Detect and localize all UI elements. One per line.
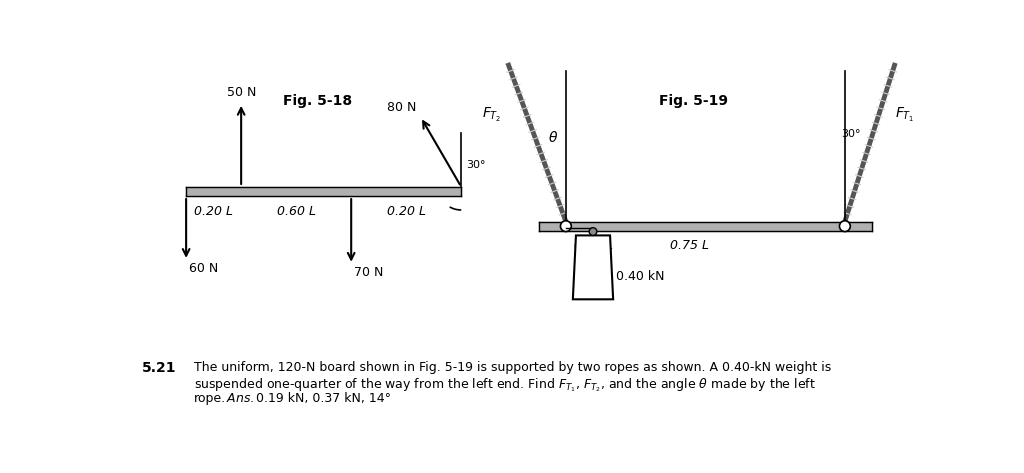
Text: rope.: rope. — [194, 392, 226, 405]
Circle shape — [560, 221, 571, 232]
Text: 0.19 kN, 0.37 kN, 14°: 0.19 kN, 0.37 kN, 14° — [256, 392, 391, 405]
Text: 0.20 L: 0.20 L — [195, 205, 233, 219]
Text: The uniform, 120-N board shown in Fig. 5-19 is supported by two ropes as shown. : The uniform, 120-N board shown in Fig. 5… — [194, 361, 831, 374]
Text: suspended one-quarter of the way from the left end. Find $F_{T_1}$, $F_{T_2}$, a: suspended one-quarter of the way from th… — [194, 377, 816, 394]
Circle shape — [840, 221, 850, 232]
Text: 0.60 L: 0.60 L — [276, 205, 315, 219]
Text: 30°: 30° — [466, 160, 485, 170]
Text: 5.21: 5.21 — [142, 361, 176, 375]
Text: 50 N: 50 N — [227, 86, 257, 99]
Circle shape — [589, 228, 597, 236]
Text: 30°: 30° — [841, 129, 860, 139]
Text: $F_{T_2}$: $F_{T_2}$ — [482, 105, 502, 123]
Bar — [539, 221, 872, 231]
Text: $\mathit{Ans.}$: $\mathit{Ans.}$ — [226, 392, 255, 405]
Text: 60 N: 60 N — [189, 263, 218, 275]
Polygon shape — [572, 236, 613, 299]
Text: 0.75 L: 0.75 L — [671, 239, 710, 252]
Text: $F_{T_1}$: $F_{T_1}$ — [895, 105, 914, 123]
Text: 70 N: 70 N — [354, 266, 384, 279]
Text: 0.40 kN: 0.40 kN — [616, 270, 665, 283]
Text: 0.20 L: 0.20 L — [387, 205, 426, 219]
Text: Fig. 5-18: Fig. 5-18 — [284, 95, 352, 108]
Text: 80 N: 80 N — [387, 101, 417, 114]
Text: 0.25 L: 0.25 L — [573, 239, 612, 252]
Bar — [186, 187, 461, 196]
Text: Fig. 5-19: Fig. 5-19 — [659, 95, 728, 108]
Text: θ: θ — [549, 131, 557, 145]
